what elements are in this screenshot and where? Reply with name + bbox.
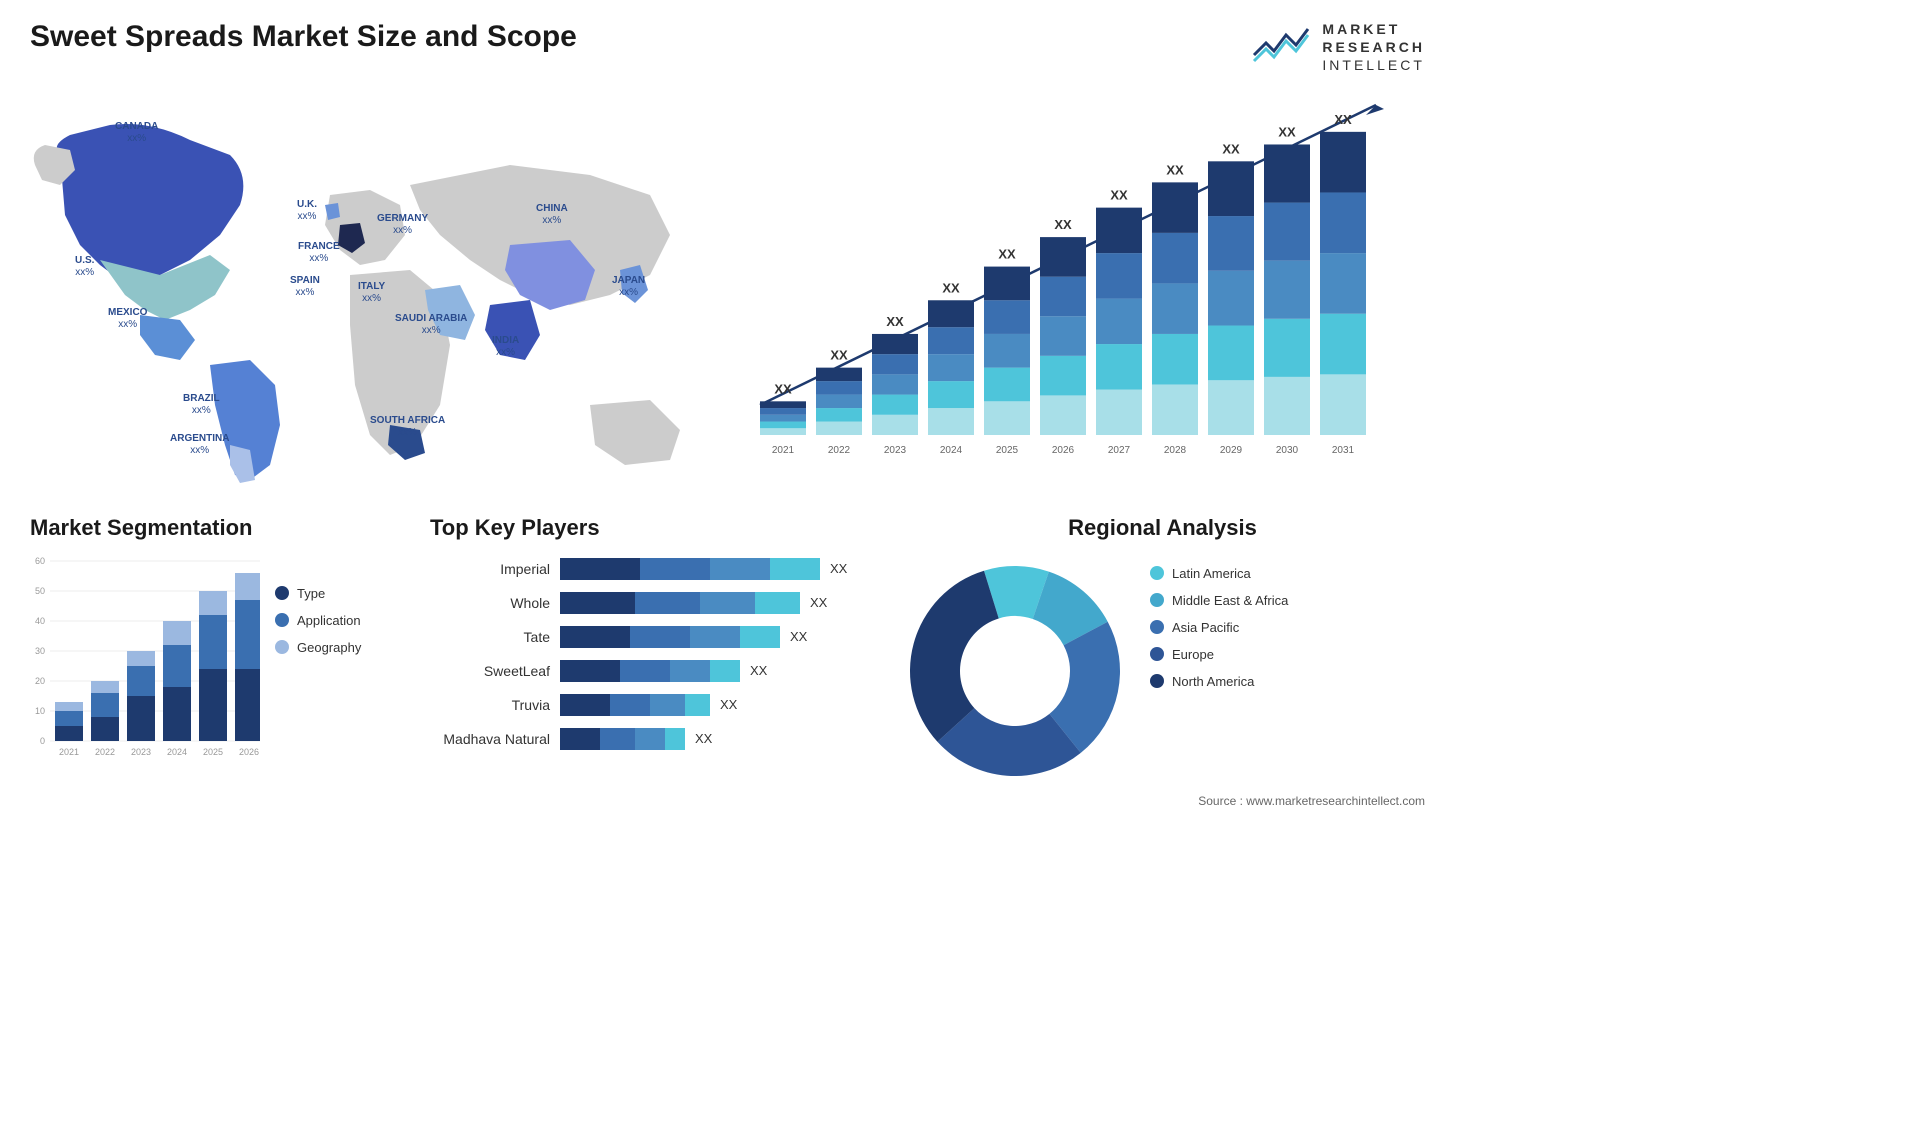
map-label: CANADAxx%	[115, 121, 158, 145]
map-label: SOUTH AFRICAxx%	[370, 415, 445, 439]
svg-text:40: 40	[35, 616, 45, 626]
key-player-row: SweetLeafXX	[430, 658, 870, 684]
svg-text:2021: 2021	[59, 747, 79, 757]
source-text: Source : www.marketresearchintellect.com	[1198, 794, 1425, 808]
key-players-title: Top Key Players	[430, 515, 870, 541]
page-title: Sweet Spreads Market Size and Scope	[30, 20, 577, 54]
svg-text:2022: 2022	[828, 445, 851, 456]
map-label: ARGENTINAxx%	[170, 433, 229, 457]
svg-text:2029: 2029	[1220, 445, 1243, 456]
svg-text:2026: 2026	[1052, 445, 1075, 456]
svg-text:2021: 2021	[772, 445, 795, 456]
key-player-row: TruviaXX	[430, 692, 870, 718]
map-label: BRAZILxx%	[183, 393, 220, 417]
svg-text:2023: 2023	[131, 747, 151, 757]
logo-line2: RESEARCH	[1322, 38, 1425, 56]
map-label: JAPANxx%	[612, 275, 645, 299]
legend-item: North America	[1150, 674, 1288, 689]
segmentation-panel: Market Segmentation 0 10 20 30 40 50 60 2021 202…	[30, 515, 400, 786]
logo-line3: INTELLECT	[1322, 56, 1425, 74]
legend-item: Middle East & Africa	[1150, 593, 1288, 608]
svg-text:2031: 2031	[1332, 445, 1355, 456]
svg-text:2022: 2022	[95, 747, 115, 757]
map-label: FRANCExx%	[298, 241, 340, 265]
svg-text:50: 50	[35, 586, 45, 596]
brand-logo: MARKET RESEARCH INTELLECT	[1252, 20, 1425, 75]
svg-text:0: 0	[40, 736, 45, 746]
svg-text:2024: 2024	[940, 445, 963, 456]
map-label: GERMANYxx%	[377, 213, 428, 237]
svg-text:2024: 2024	[167, 747, 187, 757]
legend-item: Asia Pacific	[1150, 620, 1288, 635]
svg-text:2023: 2023	[884, 445, 907, 456]
logo-line1: MARKET	[1322, 20, 1425, 38]
svg-text:XX: XX	[1222, 141, 1240, 156]
svg-text:10: 10	[35, 706, 45, 716]
legend-item: Application	[275, 613, 361, 628]
map-label: ITALYxx%	[358, 281, 385, 305]
map-label: CHINAxx%	[536, 203, 568, 227]
logo-icon	[1252, 25, 1312, 70]
key-player-row: TateXX	[430, 624, 870, 650]
key-player-row: Madhava NaturalXX	[430, 726, 870, 752]
svg-text:XX: XX	[830, 347, 848, 362]
key-player-row: ImperialXX	[430, 556, 870, 582]
growth-chart: XX 2021 XX 2022 XX 2023 XX 2024 XX 2025 XX 2026 XX 20…	[750, 95, 1425, 465]
key-player-row: WholeXX	[430, 590, 870, 616]
segmentation-title: Market Segmentation	[30, 515, 400, 541]
legend-item: Type	[275, 586, 361, 601]
segmentation-legend: Type Application Geography	[275, 556, 361, 766]
svg-text:2025: 2025	[203, 747, 223, 757]
svg-text:XX: XX	[1278, 124, 1296, 139]
svg-text:XX: XX	[998, 246, 1016, 261]
svg-text:XX: XX	[942, 280, 960, 295]
svg-text:XX: XX	[1166, 162, 1184, 177]
legend-item: Latin America	[1150, 566, 1288, 581]
svg-text:XX: XX	[1054, 217, 1072, 232]
regional-legend: Latin America Middle East & Africa Asia Pa…	[1150, 556, 1288, 786]
key-players-panel: Top Key Players ImperialXX WholeXX TateXX S…	[430, 515, 870, 786]
svg-text:2025: 2025	[996, 445, 1019, 456]
map-label: U.S.xx%	[75, 255, 94, 279]
legend-item: Geography	[275, 640, 361, 655]
svg-text:2030: 2030	[1276, 445, 1299, 456]
svg-text:2026: 2026	[239, 747, 259, 757]
regional-donut	[900, 556, 1130, 786]
map-label: INDIAxx%	[492, 335, 519, 359]
svg-text:2027: 2027	[1108, 445, 1131, 456]
world-map: CANADAxx% U.S.xx% MEXICOxx% BRAZILxx% ARGENT…	[30, 95, 710, 485]
svg-text:XX: XX	[886, 314, 904, 329]
svg-text:30: 30	[35, 646, 45, 656]
map-label: MEXICOxx%	[108, 307, 147, 331]
svg-text:XX: XX	[1334, 111, 1352, 126]
svg-text:20: 20	[35, 676, 45, 686]
map-label: U.K.xx%	[297, 199, 317, 223]
svg-text:2028: 2028	[1164, 445, 1187, 456]
svg-text:XX: XX	[774, 381, 792, 396]
regional-title: Regional Analysis	[900, 515, 1425, 541]
map-label: SAUDI ARABIAxx%	[395, 313, 467, 337]
legend-item: Europe	[1150, 647, 1288, 662]
svg-text:XX: XX	[1110, 187, 1128, 202]
map-label: SPAINxx%	[290, 275, 320, 299]
svg-text:60: 60	[35, 556, 45, 566]
